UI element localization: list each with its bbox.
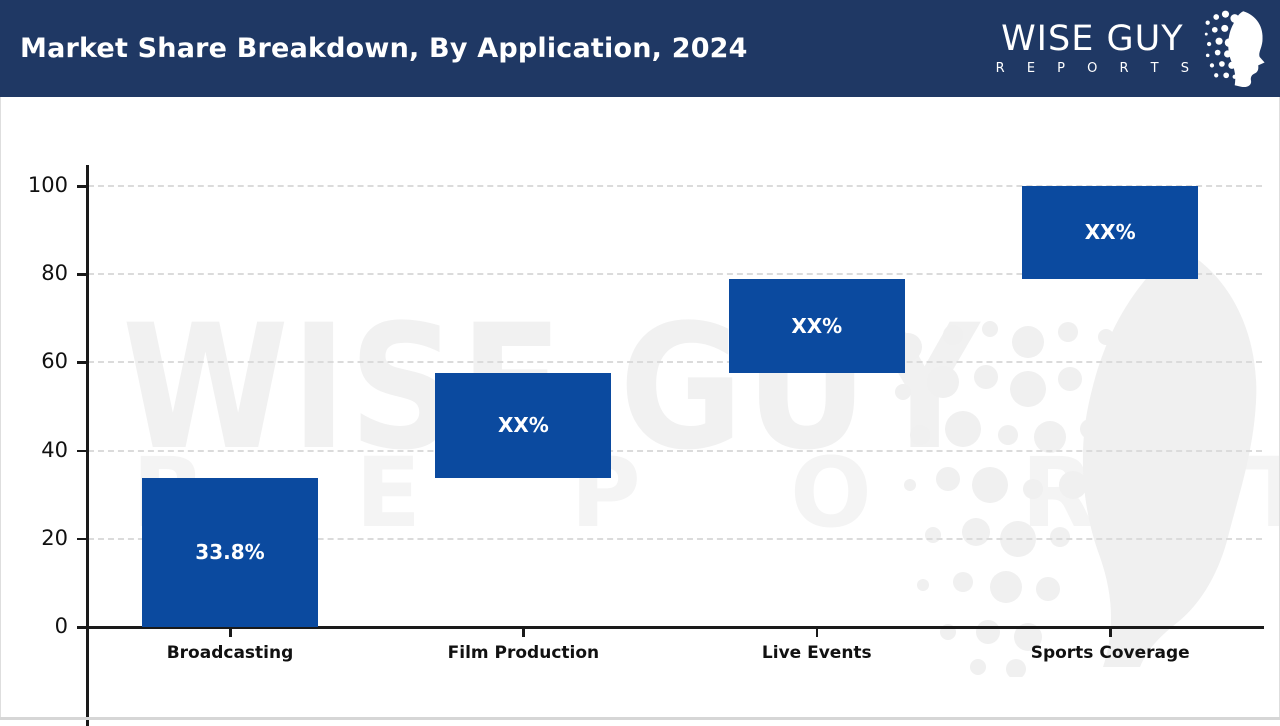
page-bottom-border [0, 717, 1280, 720]
y-tick-label: 80 [41, 261, 68, 286]
wiseguy-face-icon [1202, 9, 1266, 89]
x-tick-label: Film Production [447, 643, 600, 663]
bar-value-label: XX% [1084, 220, 1136, 245]
page-left-border [0, 97, 1, 720]
logo-subtitle: R E P O R T S [995, 60, 1198, 76]
x-tick-label: Sports Coverage [1030, 643, 1190, 663]
x-axis-tick [1109, 629, 1112, 637]
gridline [88, 185, 1262, 187]
header-bar: Market Share Breakdown, By Application, … [0, 0, 1280, 97]
x-tick-label: Live Events [761, 643, 872, 663]
wiseguy-logo: WISE GUY R E P O R T S [987, 9, 1266, 89]
y-axis-tick [77, 537, 86, 541]
bar-value-label: XX% [497, 413, 549, 438]
x-axis-tick [229, 629, 232, 637]
y-tick-label: 100 [27, 173, 68, 197]
logo-text: WISE GUY R E P O R T S [987, 18, 1198, 76]
chart-area: WISE GUY R E P O R T S [0, 97, 1280, 726]
bar: XX% [435, 372, 612, 478]
gridline [88, 537, 1262, 540]
y-axis-tick [77, 273, 86, 276]
y-tick-label: 40 [41, 437, 68, 462]
y-tick-label: 0 [54, 614, 68, 638]
bar: XX% [1022, 186, 1199, 279]
y-axis-tick [77, 361, 86, 364]
gridline [88, 361, 1262, 364]
y-tick-label: 60 [41, 349, 68, 374]
y-axis-tick [77, 185, 86, 188]
x-axis-line [86, 626, 1264, 629]
bar-value-label: 33.8% [195, 540, 265, 565]
x-tick-label: Broadcasting [166, 643, 294, 663]
y-tick-label: 20 [41, 525, 68, 550]
y-axis-line [86, 165, 89, 726]
x-axis-tick [815, 629, 819, 637]
bar: XX% [728, 278, 905, 373]
bar-value-label: XX% [791, 313, 843, 338]
page-title: Market Share Breakdown, By Application, … [20, 33, 748, 64]
x-axis-tick [522, 629, 525, 637]
bar: 33.8% [142, 477, 318, 627]
y-axis-tick [77, 449, 86, 453]
gridline [88, 449, 1262, 452]
gridline [88, 273, 1262, 276]
logo-wordmark: WISE GUY [1001, 18, 1184, 59]
y-axis-tick [77, 626, 86, 629]
